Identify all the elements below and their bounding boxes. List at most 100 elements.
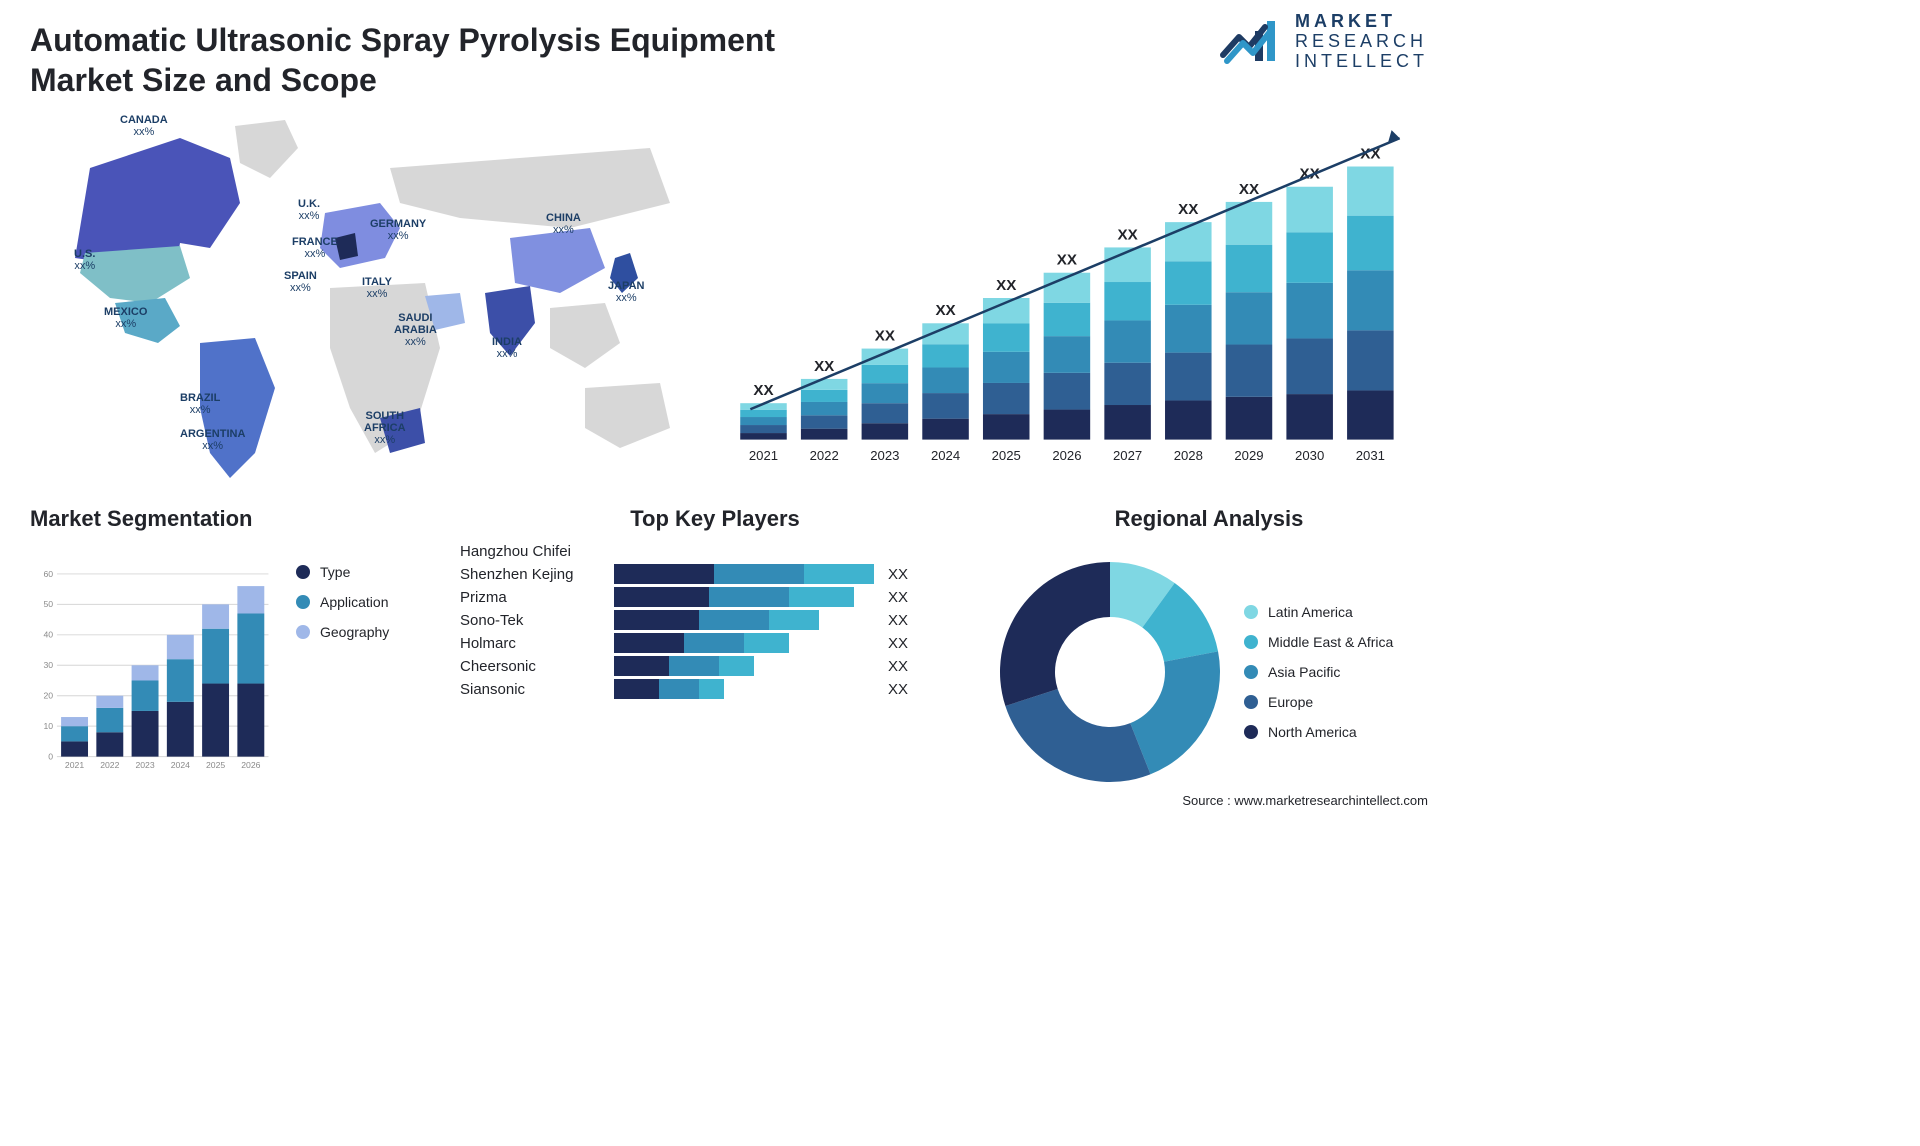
growth-year-label: 2022 xyxy=(810,448,839,463)
regional-legend-item: Latin America xyxy=(1244,604,1428,620)
legend-dot-icon xyxy=(1244,725,1258,739)
growth-bar-label: XX xyxy=(996,277,1016,294)
seg-y-label: 20 xyxy=(43,691,53,701)
seg-bar-seg xyxy=(96,708,123,732)
seg-y-label: 60 xyxy=(43,569,53,579)
key-players-panel: Top Key Players Hangzhou ChifeiShenzhen … xyxy=(460,506,970,806)
regional-title: Regional Analysis xyxy=(990,506,1428,532)
seg-bar-seg xyxy=(61,741,88,756)
growth-bar-seg xyxy=(1104,282,1151,320)
donut-slice xyxy=(1000,562,1110,706)
source-line: Source : www.marketresearchintellect.com xyxy=(1182,793,1428,808)
seg-bar-seg xyxy=(61,726,88,741)
regional-legend-item: Asia Pacific xyxy=(1244,664,1428,680)
growth-year-label: 2023 xyxy=(870,448,899,463)
map-label: GERMANYxx% xyxy=(370,218,426,242)
growth-year-label: 2024 xyxy=(931,448,960,463)
logo-line3: INTELLECT xyxy=(1295,52,1428,72)
growth-year-label: 2031 xyxy=(1356,448,1385,463)
growth-bar-label: XX xyxy=(753,382,773,399)
player-name: Sono-Tek xyxy=(460,612,600,629)
key-players-title: Top Key Players xyxy=(460,506,970,532)
regional-legend-label: Europe xyxy=(1268,694,1313,710)
seg-year-label: 2021 xyxy=(65,760,84,770)
player-value: XX xyxy=(888,681,928,698)
player-bar-seg xyxy=(744,633,789,653)
growth-bar-seg xyxy=(801,402,848,415)
growth-bar-label: XX xyxy=(1178,201,1198,218)
map-label: SPAINxx% xyxy=(284,270,317,294)
regional-legend-label: Middle East & Africa xyxy=(1268,634,1393,650)
growth-bar-seg xyxy=(983,383,1030,414)
logo-line1: MARKET xyxy=(1295,11,1396,31)
regional-legend-item: Middle East & Africa xyxy=(1244,634,1428,650)
donut-slice xyxy=(1005,689,1150,782)
growth-bar-seg xyxy=(1104,363,1151,405)
seg-bar-seg xyxy=(237,614,264,684)
growth-bar-seg xyxy=(1347,167,1394,216)
growth-bar-seg xyxy=(1286,232,1333,283)
seg-year-label: 2026 xyxy=(241,760,260,770)
seg-bar-seg xyxy=(132,711,159,757)
growth-bar-seg xyxy=(983,352,1030,383)
seg-bar-seg xyxy=(167,659,194,702)
seg-legend-item: Geography xyxy=(296,624,440,640)
growth-bar-seg xyxy=(1165,353,1212,401)
growth-bar-seg xyxy=(862,383,909,403)
map-region-australia xyxy=(585,383,670,448)
brand-logo: MARKET RESEARCH INTELLECT xyxy=(1219,12,1428,71)
player-bar-seg xyxy=(614,610,699,630)
player-bar xyxy=(614,587,874,607)
growth-bar-seg xyxy=(922,393,969,419)
map-label: ITALYxx% xyxy=(362,276,392,300)
seg-legend-label: Geography xyxy=(320,624,389,640)
donut-slice xyxy=(1130,651,1220,774)
growth-bar-seg xyxy=(1104,405,1151,440)
seg-bar-seg xyxy=(96,732,123,756)
seg-bar-seg xyxy=(202,684,229,757)
player-row: Sono-TekXX xyxy=(460,610,970,630)
seg-bar-seg xyxy=(202,604,229,628)
legend-dot-icon xyxy=(1244,695,1258,709)
growth-bar-label: XX xyxy=(1239,181,1259,198)
seg-y-label: 50 xyxy=(43,599,53,609)
growth-bar-seg xyxy=(1044,303,1091,336)
seg-y-label: 10 xyxy=(43,721,53,731)
growth-bar-seg xyxy=(1226,292,1273,344)
seg-bar-seg xyxy=(132,680,159,710)
player-bar-seg xyxy=(669,656,719,676)
player-bar-seg xyxy=(614,587,709,607)
regional-legend-item: North America xyxy=(1244,724,1428,740)
player-bar xyxy=(614,656,874,676)
growth-bar-seg xyxy=(1044,336,1091,373)
growth-bar-seg xyxy=(862,349,909,365)
growth-bar-seg xyxy=(1347,390,1394,439)
player-bar-seg xyxy=(614,656,669,676)
player-bar-seg xyxy=(684,633,744,653)
map-region-china xyxy=(510,228,605,293)
logo-line2: RESEARCH xyxy=(1295,32,1428,52)
seg-year-label: 2022 xyxy=(100,760,119,770)
player-name: Prizma xyxy=(460,589,600,606)
page-title: Automatic Ultrasonic Spray Pyrolysis Equ… xyxy=(30,20,880,100)
growth-bar-label: XX xyxy=(875,327,895,344)
growth-year-label: 2025 xyxy=(992,448,1021,463)
map-label: ARGENTINAxx% xyxy=(180,428,245,452)
growth-bar-seg xyxy=(1226,397,1273,440)
growth-bar-seg xyxy=(740,433,787,440)
player-value: XX xyxy=(888,566,928,583)
player-row: CheersonicXX xyxy=(460,656,970,676)
player-bar-seg xyxy=(804,564,874,584)
growth-bar-label: XX xyxy=(814,358,834,375)
map-label: INDIAxx% xyxy=(492,336,522,360)
seg-y-label: 0 xyxy=(48,752,53,762)
growth-year-label: 2030 xyxy=(1295,448,1324,463)
seg-y-label: 40 xyxy=(43,630,53,640)
growth-bar-seg xyxy=(1226,245,1273,293)
seg-bar-seg xyxy=(132,665,159,680)
growth-bar-seg xyxy=(1286,283,1333,339)
growth-year-label: 2027 xyxy=(1113,448,1142,463)
player-value: XX xyxy=(888,589,928,606)
player-name: Shenzhen Kejing xyxy=(460,566,600,583)
map-label: CHINAxx% xyxy=(546,212,581,236)
